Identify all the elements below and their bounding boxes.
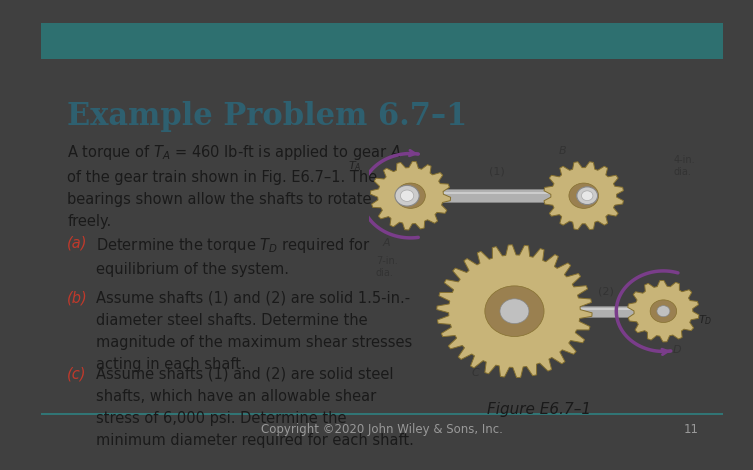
Text: $A$: $A$ [382,236,391,248]
Circle shape [577,187,598,204]
Text: $B$: $B$ [559,144,568,156]
Text: $D$: $D$ [672,343,682,355]
Text: 4-in.
dia.: 4-in. dia. [674,155,696,177]
Text: (1): (1) [489,167,505,177]
Text: Figure E6.7–1: Figure E6.7–1 [487,402,591,417]
Text: $T_A$: $T_A$ [349,159,362,173]
Text: (a): (a) [67,236,88,251]
Circle shape [485,286,544,337]
Circle shape [650,300,677,322]
Text: (b): (b) [67,290,88,306]
Text: 11: 11 [684,423,699,436]
Circle shape [404,189,418,202]
FancyBboxPatch shape [41,24,723,59]
Circle shape [401,190,413,202]
Text: Assume shafts (1) and (2) are solid steel
shafts, which have an allowable shear
: Assume shafts (1) and (2) are solid stee… [96,366,414,448]
Text: A torque of $T_A$ = 460 lb-ft is applied to gear $A$
of the gear train shown in : A torque of $T_A$ = 460 lb-ft is applied… [67,143,401,229]
Circle shape [395,185,419,206]
Text: Assume shafts (1) and (2) are solid 1.5-in.-
diameter steel shafts. Determine th: Assume shafts (1) and (2) are solid 1.5-… [96,290,412,372]
Text: Determine the torque $T_D$ required for
equilibrium of the system.: Determine the torque $T_D$ required for … [96,236,370,277]
Text: Copyright ©2020 John Wiley & Sons, Inc.: Copyright ©2020 John Wiley & Sons, Inc. [261,423,503,436]
Text: Example Problem 6.7–1: Example Problem 6.7–1 [67,102,468,133]
Polygon shape [370,161,450,230]
Text: $C$: $C$ [471,366,481,378]
Circle shape [581,191,593,201]
FancyBboxPatch shape [410,189,587,203]
Text: $T_D$: $T_D$ [698,313,712,327]
Circle shape [657,306,670,317]
Polygon shape [628,281,699,342]
Circle shape [396,183,425,208]
Text: (2): (2) [599,287,614,297]
FancyBboxPatch shape [511,308,670,310]
Circle shape [577,189,591,202]
Circle shape [500,299,529,323]
Circle shape [569,183,599,208]
FancyBboxPatch shape [410,192,587,195]
Polygon shape [437,245,592,377]
Text: 7-in.
dia.: 7-in. dia. [376,256,398,278]
FancyBboxPatch shape [511,306,670,317]
Text: (c): (c) [67,366,87,381]
Polygon shape [544,162,623,230]
